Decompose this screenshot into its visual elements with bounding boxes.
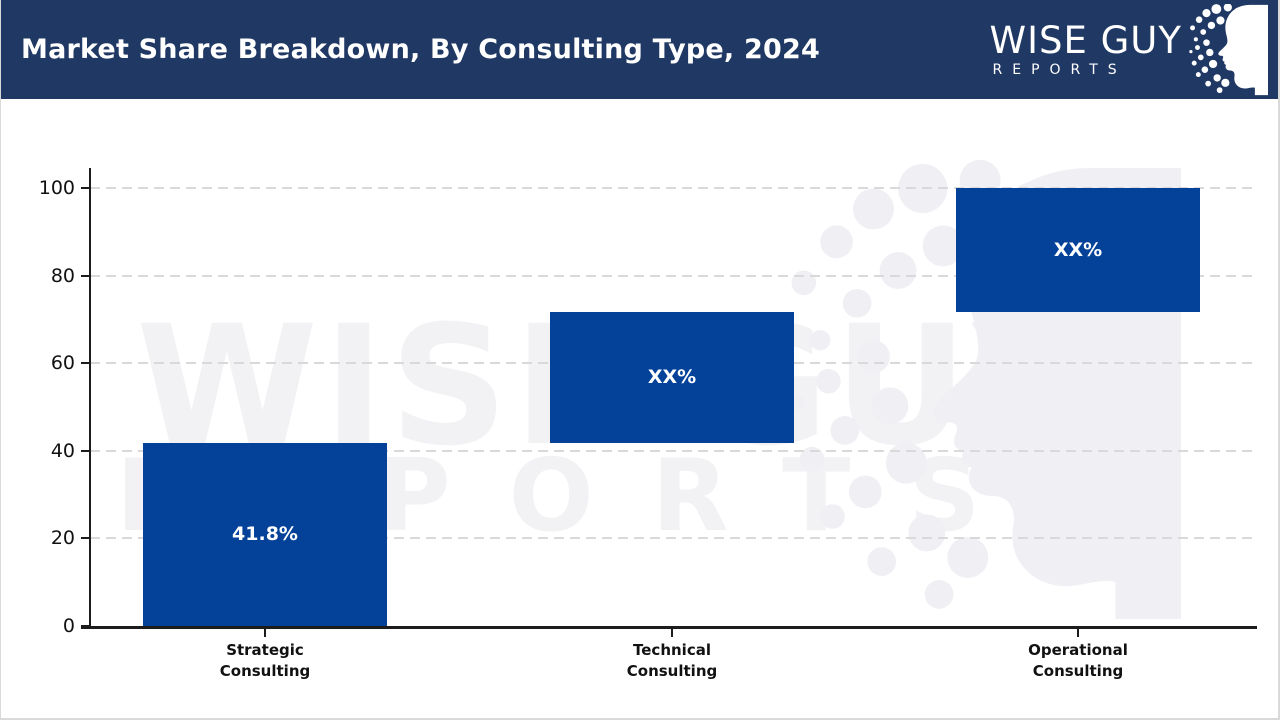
y-axis-tick-label: 80	[50, 264, 75, 287]
gridline	[90, 274, 1257, 277]
chart-bar	[143, 442, 387, 626]
y-axis-line	[89, 168, 91, 629]
chart-bar	[550, 311, 794, 443]
x-axis-tick	[1077, 629, 1079, 637]
logo-text: WISE GUY REPORTS	[990, 22, 1182, 77]
y-axis-tick-label: 60	[50, 352, 75, 375]
logo-wordmark: WISE GUY	[989, 19, 1182, 62]
y-axis-tick-label: 100	[38, 177, 75, 199]
page-title: Market Share Breakdown, By Consulting Ty…	[21, 34, 820, 65]
y-axis-tick	[81, 362, 89, 365]
header: Market Share Breakdown, By Consulting Ty…	[1, 0, 1278, 99]
bar-value-label: 41.8%	[232, 523, 298, 546]
y-axis-tick-label: 40	[50, 439, 75, 462]
x-axis-tick	[264, 629, 266, 637]
x-axis-category-label: Operational Consulting	[1028, 641, 1128, 680]
wiseguy-face-icon	[1189, 3, 1268, 95]
y-axis-tick-label: 0	[62, 615, 75, 637]
bar-value-label: XX%	[647, 366, 697, 389]
gridline	[90, 449, 1257, 452]
y-axis-tick	[81, 274, 89, 277]
y-axis-tick	[81, 625, 89, 627]
x-axis-tick	[671, 629, 673, 637]
y-axis-tick	[81, 537, 89, 540]
y-axis-tick	[81, 187, 89, 189]
x-axis-category-label: Technical Consulting	[626, 641, 718, 680]
gridline	[90, 187, 1257, 189]
logo-subtext: REPORTS	[992, 62, 1127, 78]
y-axis-tick	[81, 449, 89, 452]
x-axis-line	[81, 626, 1257, 629]
y-axis-tick-label: 20	[50, 527, 75, 550]
x-axis-category-label: Strategic Consulting	[219, 641, 311, 680]
gridline	[90, 537, 1257, 540]
bar-value-label: XX%	[1053, 238, 1103, 261]
wiseguy-logo: WISE GUY REPORTS	[990, 3, 1268, 96]
